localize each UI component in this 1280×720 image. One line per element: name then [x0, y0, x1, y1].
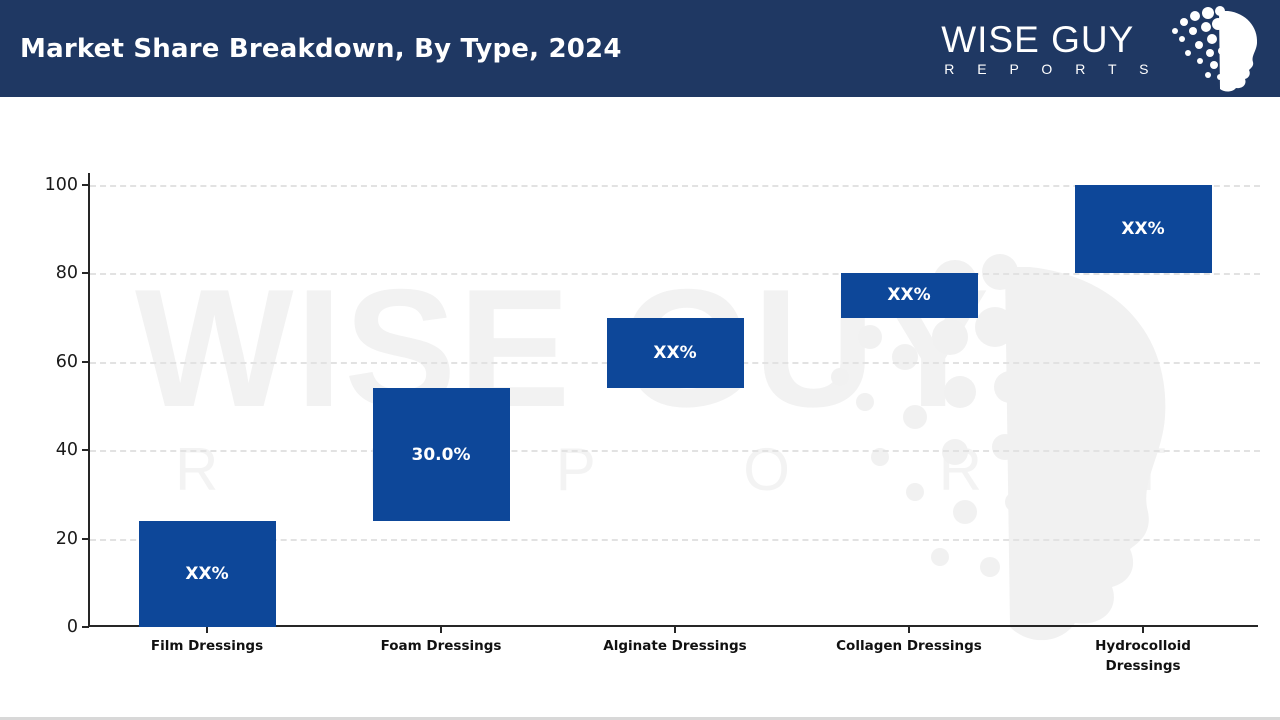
logo-wordmark: WISE GUY — [941, 18, 1135, 60]
bar-value-label: XX% — [887, 285, 931, 306]
x-tick-label-4: Collagen Dressings — [836, 638, 982, 654]
x-tick-label-2: Foam Dressings — [380, 638, 502, 654]
y-tick-mark — [82, 626, 89, 628]
y-tick-mark — [82, 184, 89, 186]
x-tick-label-5: Hydrocolloid Dressings — [1095, 638, 1191, 674]
chart-area: WISE GUY R E P O R T S 020406080100XX%Fi… — [0, 97, 1280, 720]
y-tick-label-20: 20 — [55, 528, 78, 549]
bar-value-label: 30.0% — [411, 444, 471, 465]
gridline-20 — [90, 538, 1260, 541]
gridline-80 — [90, 273, 1260, 276]
wise-guy-reports-logo: WISE GUY R E P O R T S — [941, 5, 1280, 93]
y-tick-label-60: 60 — [55, 351, 78, 372]
gridline-40 — [90, 450, 1260, 453]
x-tick-label-1: Film Dressings — [150, 638, 264, 654]
logo-subtitle: R E P O R T S — [944, 60, 1158, 77]
y-tick-mark — [82, 360, 89, 363]
y-tick-mark — [82, 537, 89, 540]
wiseguy-head-icon — [1172, 5, 1258, 92]
x-tick-mark — [206, 627, 208, 633]
y-tick-label-40: 40 — [55, 440, 78, 461]
header-bar: Market Share Breakdown, By Type, 2024 WI… — [0, 0, 1280, 97]
gridline-100 — [90, 185, 1260, 187]
bar-film-dressings: XX% — [138, 520, 276, 627]
bar-value-label: XX% — [1121, 219, 1165, 240]
bar-value-label: XX% — [653, 342, 697, 363]
logo-text: WISE GUY R E P O R T S — [941, 21, 1158, 77]
x-tick-mark — [1142, 627, 1144, 633]
bar-value-label: XX% — [185, 563, 229, 584]
x-tick-label-3: Alginate Dressings — [603, 638, 747, 654]
y-tick-mark — [82, 272, 89, 275]
plot-area: 0 20 40 60 80 100 XX% Film Dressings 30.0% Foam D… — [45, 173, 1260, 674]
bottom-divider — [0, 717, 1280, 720]
bar-hydrocolloid-dressings: XX% — [1074, 185, 1212, 274]
y-tick-label-100: 100 — [44, 175, 78, 195]
bar-foam-dressings: 30.0% — [372, 388, 510, 521]
y-tick-label-0: 0 — [66, 617, 78, 637]
y-tick-label-80: 80 — [55, 263, 78, 284]
x-tick-mark — [908, 627, 910, 633]
page-title: Market Share Breakdown, By Type, 2024 — [20, 33, 622, 64]
bar-collagen-dressings: XX% — [840, 273, 978, 318]
y-tick-mark — [82, 449, 89, 452]
x-tick-mark — [440, 627, 442, 633]
x-tick-mark — [674, 627, 676, 633]
bar-alginate-dressings: XX% — [606, 317, 744, 389]
